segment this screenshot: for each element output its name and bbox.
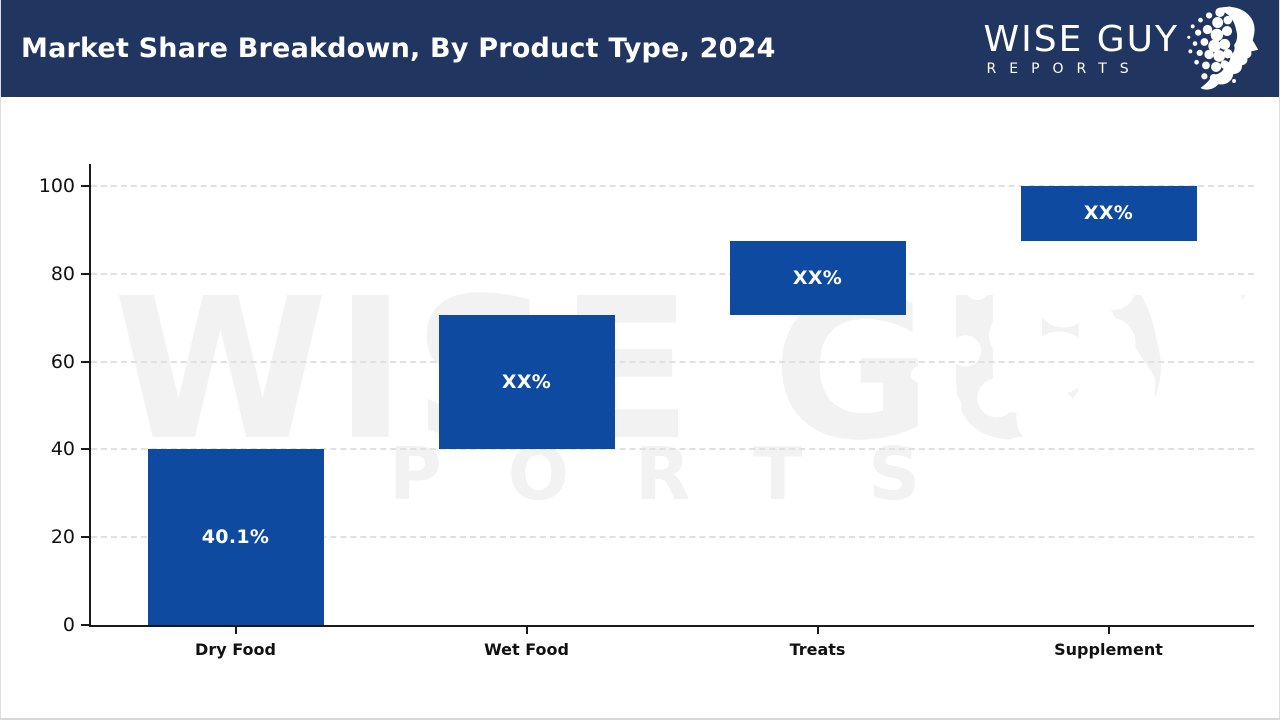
y-tick-label-20: 20 — [50, 526, 75, 549]
x-tick-1 — [525, 627, 528, 634]
bar-supplement: XX% — [1020, 186, 1197, 241]
y-tick-label-80: 80 — [50, 262, 75, 285]
gridline-100 — [91, 185, 1254, 187]
y-tick-label-0: 0 — [62, 614, 75, 636]
header-bar: Market Share Breakdown, By Product Type,… — [1, 0, 1279, 97]
x-tick-label-3: Supplement — [1054, 640, 1163, 659]
x-tick-label-2: Treats — [789, 640, 846, 659]
x-axis — [89, 625, 1254, 627]
y-tick-20 — [81, 536, 89, 539]
wise-guy-reports-logo: WISE GUY REPORTS — [983, 5, 1264, 92]
y-tick-100 — [81, 185, 89, 187]
y-tick-label-60: 60 — [50, 350, 75, 373]
bar-wet-food: XX% — [438, 314, 615, 449]
y-tick-60 — [81, 360, 89, 363]
logo-wordmark: WISE GUY — [983, 18, 1179, 60]
x-tick-3 — [1107, 627, 1110, 634]
y-tick-label-40: 40 — [50, 438, 75, 461]
y-tick-40 — [81, 448, 89, 451]
bar-dry-food: 40.1% — [147, 448, 324, 625]
bar-value-label: 40.1% — [201, 525, 270, 548]
y-tick-0 — [81, 624, 89, 626]
logo-text: WISE GUY REPORTS — [983, 18, 1180, 77]
watermark-head-icon — [910, 219, 1267, 637]
x-tick-0 — [234, 627, 237, 634]
x-tick-label-1: Wet Food — [484, 640, 569, 659]
dotted-head-icon — [1187, 5, 1259, 90]
bar-value-label: XX% — [501, 370, 552, 393]
page-title: Market Share Breakdown, By Product Type,… — [21, 33, 776, 64]
y-tick-80 — [81, 272, 89, 275]
bar-value-label: XX% — [1083, 202, 1134, 225]
x-tick-label-0: Dry Food — [195, 640, 276, 659]
bar-value-label: XX% — [792, 266, 843, 289]
bar-treats: XX% — [729, 240, 906, 315]
y-tick-label-100: 100 — [38, 175, 75, 197]
gridline-80 — [91, 272, 1254, 275]
y-axis — [89, 164, 91, 627]
x-tick-2 — [816, 627, 819, 634]
gridline-40 — [91, 448, 1254, 451]
gridline-20 — [91, 536, 1254, 539]
gridline-60 — [91, 360, 1254, 363]
logo-subtitle: REPORTS — [986, 60, 1142, 77]
